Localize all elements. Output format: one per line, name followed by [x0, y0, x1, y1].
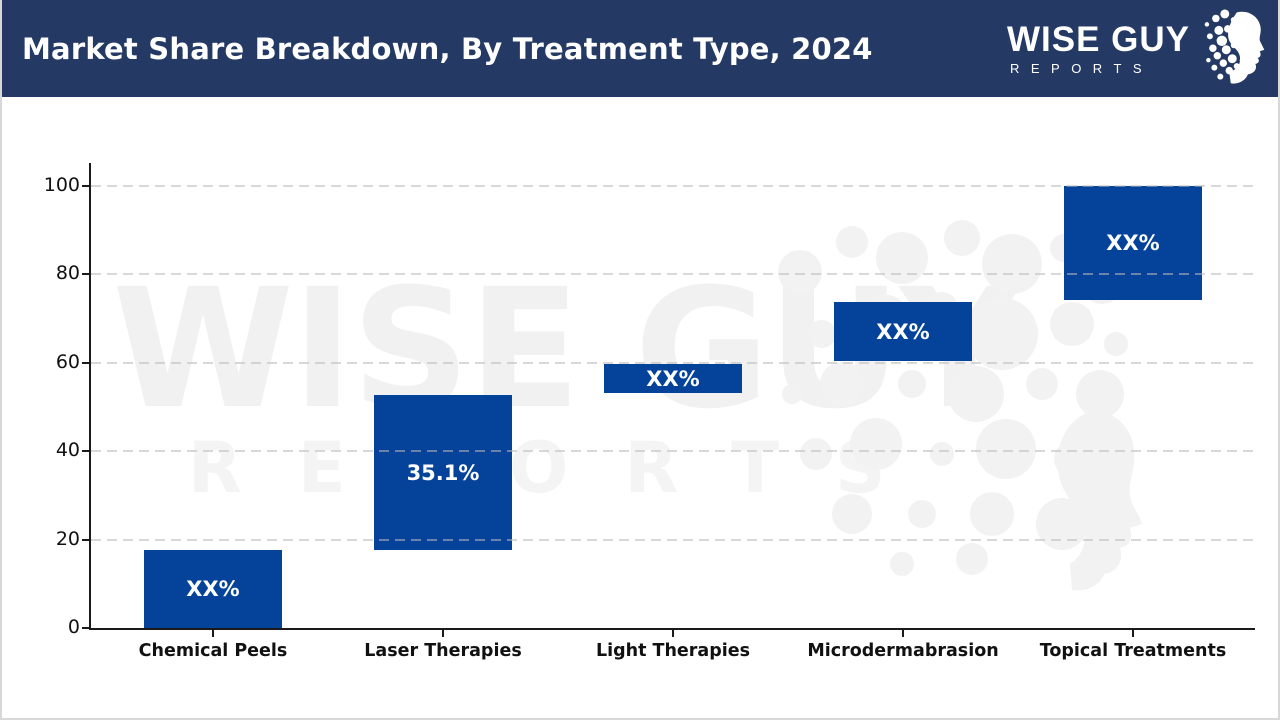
x-tick-label: Chemical Peels [138, 641, 288, 661]
x-tick-label: Microdermabrasion [807, 641, 999, 661]
x-tick-mark [902, 628, 904, 637]
logo-face-icon [1204, 8, 1265, 84]
y-tick-label: 60 [55, 350, 80, 373]
gridline-80 [91, 273, 1255, 276]
bar-microdermabrasion: XX% [834, 302, 972, 362]
bar-topical-treatments: XX% [1064, 185, 1202, 301]
y-tick-label: 100 [43, 173, 80, 196]
x-tick-label: Topical Treatments [1039, 641, 1227, 661]
y-tick-label: 80 [55, 262, 80, 285]
logo-wordmark: WISE GUY [1006, 20, 1190, 59]
gridline-100 [91, 184, 1255, 187]
y-tick-mark [82, 627, 90, 629]
y-axis-line [89, 163, 91, 630]
gridline-20 [91, 538, 1255, 541]
x-tick-mark [442, 628, 444, 637]
page-title: Market Share Breakdown, By Treatment Typ… [22, 31, 873, 66]
x-tick-label: Light Therapies [595, 641, 751, 661]
wiseguy-face-watermark [778, 220, 1142, 591]
y-tick-mark [82, 450, 90, 453]
header-bar: Market Share Breakdown, By Treatment Typ… [2, 0, 1278, 97]
x-axis-line [89, 628, 1255, 630]
bar-laser-therapies: 35.1% [374, 394, 512, 551]
y-tick-mark [82, 273, 90, 276]
y-tick-mark [82, 361, 90, 364]
bar-value-label: 35.1% [406, 460, 480, 485]
y-tick-label: 40 [55, 439, 80, 462]
y-tick-mark [82, 184, 90, 187]
x-tick-label: Laser Therapies [364, 641, 522, 661]
y-tick-mark [82, 538, 90, 541]
bar-value-label: XX% [186, 577, 240, 602]
bar-value-label: XX% [646, 366, 700, 391]
gridline-40 [91, 450, 1255, 453]
x-tick-mark [212, 628, 214, 637]
gridline-60 [91, 361, 1255, 364]
bar-light-therapies: XX% [604, 363, 742, 394]
y-tick-label: 0 [67, 616, 80, 638]
x-tick-mark [1132, 628, 1134, 637]
y-tick-label: 20 [55, 527, 80, 550]
bar-value-label: XX% [876, 319, 930, 344]
bar-chemical-peels: XX% [144, 550, 282, 628]
logo-text: WISE GUY REPORTS [1007, 22, 1190, 75]
x-tick-mark [672, 628, 674, 637]
logo-subtitle: REPORTS [1009, 61, 1154, 76]
bar-value-label: XX% [1106, 231, 1160, 256]
watermark-text-line2: REPORTS [188, 427, 942, 509]
wiseguy-reports-logo: WISE GUY REPORTS [1007, 8, 1270, 90]
